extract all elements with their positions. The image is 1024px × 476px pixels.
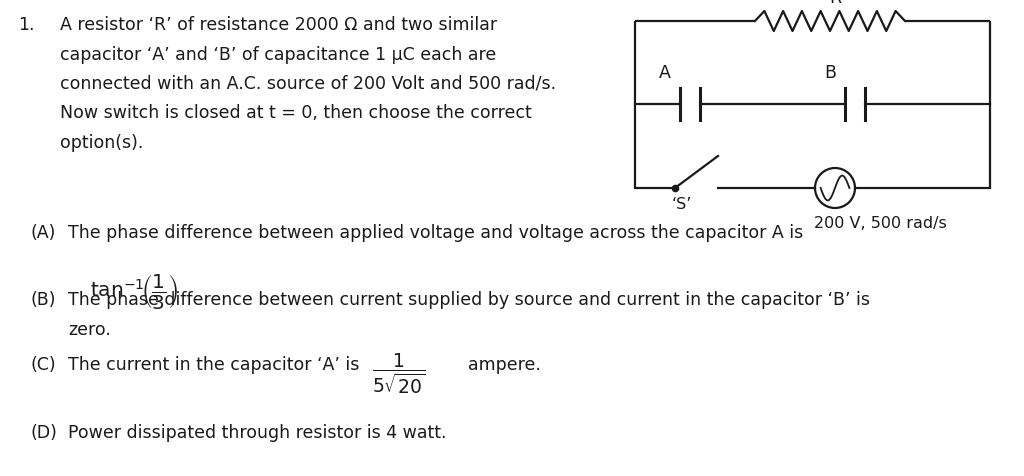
Text: option(s).: option(s). (60, 134, 143, 152)
Text: ampere.: ampere. (468, 356, 541, 374)
Text: $\mathrm{tan}^{-1}\!\left(\dfrac{1}{3}\right)$: $\mathrm{tan}^{-1}\!\left(\dfrac{1}{3}\r… (90, 272, 178, 311)
Text: (D): (D) (30, 424, 57, 442)
Text: A: A (659, 64, 671, 82)
Text: (A): (A) (30, 224, 55, 242)
Text: Power dissipated through resistor is 4 watt.: Power dissipated through resistor is 4 w… (68, 424, 446, 442)
Text: ‘S’: ‘S’ (672, 197, 692, 212)
Text: A resistor ‘R’ of resistance 2000 Ω and two similar: A resistor ‘R’ of resistance 2000 Ω and … (60, 16, 497, 34)
Text: The phase difference between applied voltage and voltage across the capacitor A : The phase difference between applied vol… (68, 224, 803, 242)
Text: The current in the capacitor ‘A’ is: The current in the capacitor ‘A’ is (68, 356, 359, 374)
Text: capacitor ‘A’ and ‘B’ of capacitance 1 μC each are: capacitor ‘A’ and ‘B’ of capacitance 1 μ… (60, 46, 497, 63)
Text: zero.: zero. (68, 321, 111, 339)
Text: (C): (C) (30, 356, 55, 374)
Text: (B): (B) (30, 291, 55, 309)
Text: 200 V, 500 rad/s: 200 V, 500 rad/s (814, 216, 946, 231)
Text: The phase difference between current supplied by source and current in the capac: The phase difference between current sup… (68, 291, 870, 309)
Text: Now switch is closed at t = 0, then choose the correct: Now switch is closed at t = 0, then choo… (60, 105, 531, 122)
Text: B: B (824, 64, 836, 82)
Text: 1.: 1. (18, 16, 35, 34)
Text: $\dfrac{1}{5\sqrt{20}}$: $\dfrac{1}{5\sqrt{20}}$ (372, 352, 425, 396)
Text: connected with an A.C. source of 200 Volt and 500 rad/s.: connected with an A.C. source of 200 Vol… (60, 75, 556, 93)
Text: R: R (829, 0, 841, 7)
